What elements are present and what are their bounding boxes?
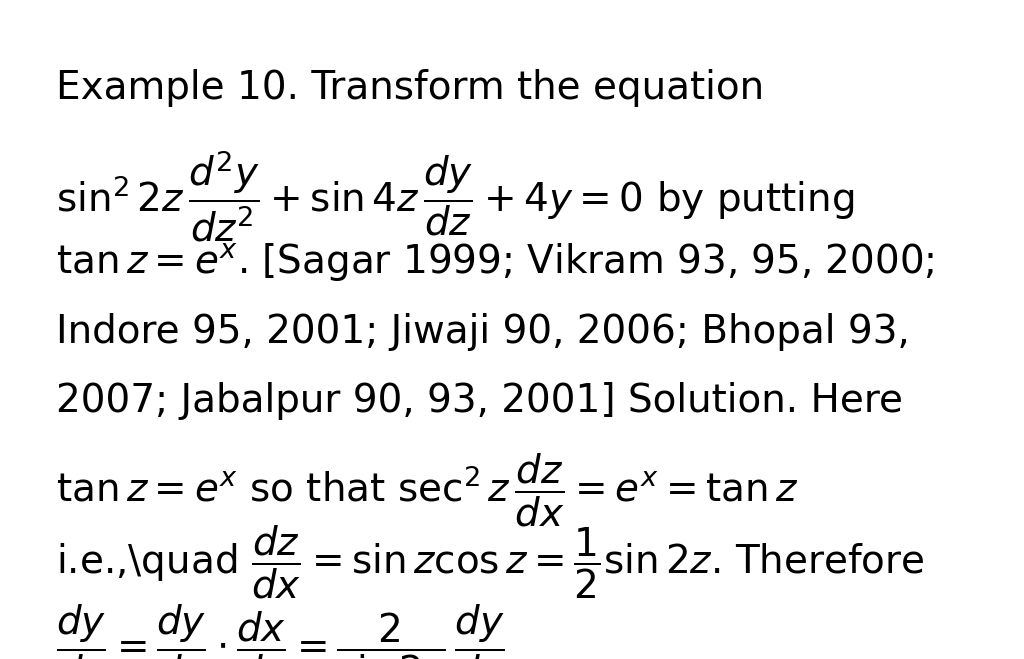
Text: Indore 95, 2001; Jiwaji 90, 2006; Bhopal 93,: Indore 95, 2001; Jiwaji 90, 2006; Bhopal… (56, 313, 910, 351)
Text: Example 10. Transform the equation: Example 10. Transform the equation (56, 69, 765, 107)
Text: $\tan z = e^{x}$. [Sagar 1999; Vikram 93, 95, 2000;: $\tan z = e^{x}$. [Sagar 1999; Vikram 93… (56, 241, 935, 283)
Text: 2007; Jabalpur 90, 93, 2001] Solution. Here: 2007; Jabalpur 90, 93, 2001] Solution. H… (56, 382, 903, 420)
Text: $\dfrac{dy}{dz} = \dfrac{dy}{dx}\cdot\dfrac{dx}{dz} = \dfrac{2}{\sin 2z}\,\dfrac: $\dfrac{dy}{dz} = \dfrac{dy}{dx}\cdot\df… (56, 603, 505, 659)
Text: $\sin^2 2z\,\dfrac{d^2y}{dz^2} + \sin 4z\,\dfrac{dy}{dz} + 4y = 0$ by putting: $\sin^2 2z\,\dfrac{d^2y}{dz^2} + \sin 4z… (56, 148, 855, 244)
Text: i.e.,\quad $\dfrac{dz}{dx} = \sin z \cos z = \dfrac{1}{2}\sin 2z$. Therefore: i.e.,\quad $\dfrac{dz}{dx} = \sin z \cos… (56, 524, 925, 601)
Text: $\tan z = e^x$ so that $\sec^2 z\,\dfrac{dz}{dx} = e^x = \tan z$: $\tan z = e^x$ so that $\sec^2 z\,\dfrac… (56, 451, 799, 529)
